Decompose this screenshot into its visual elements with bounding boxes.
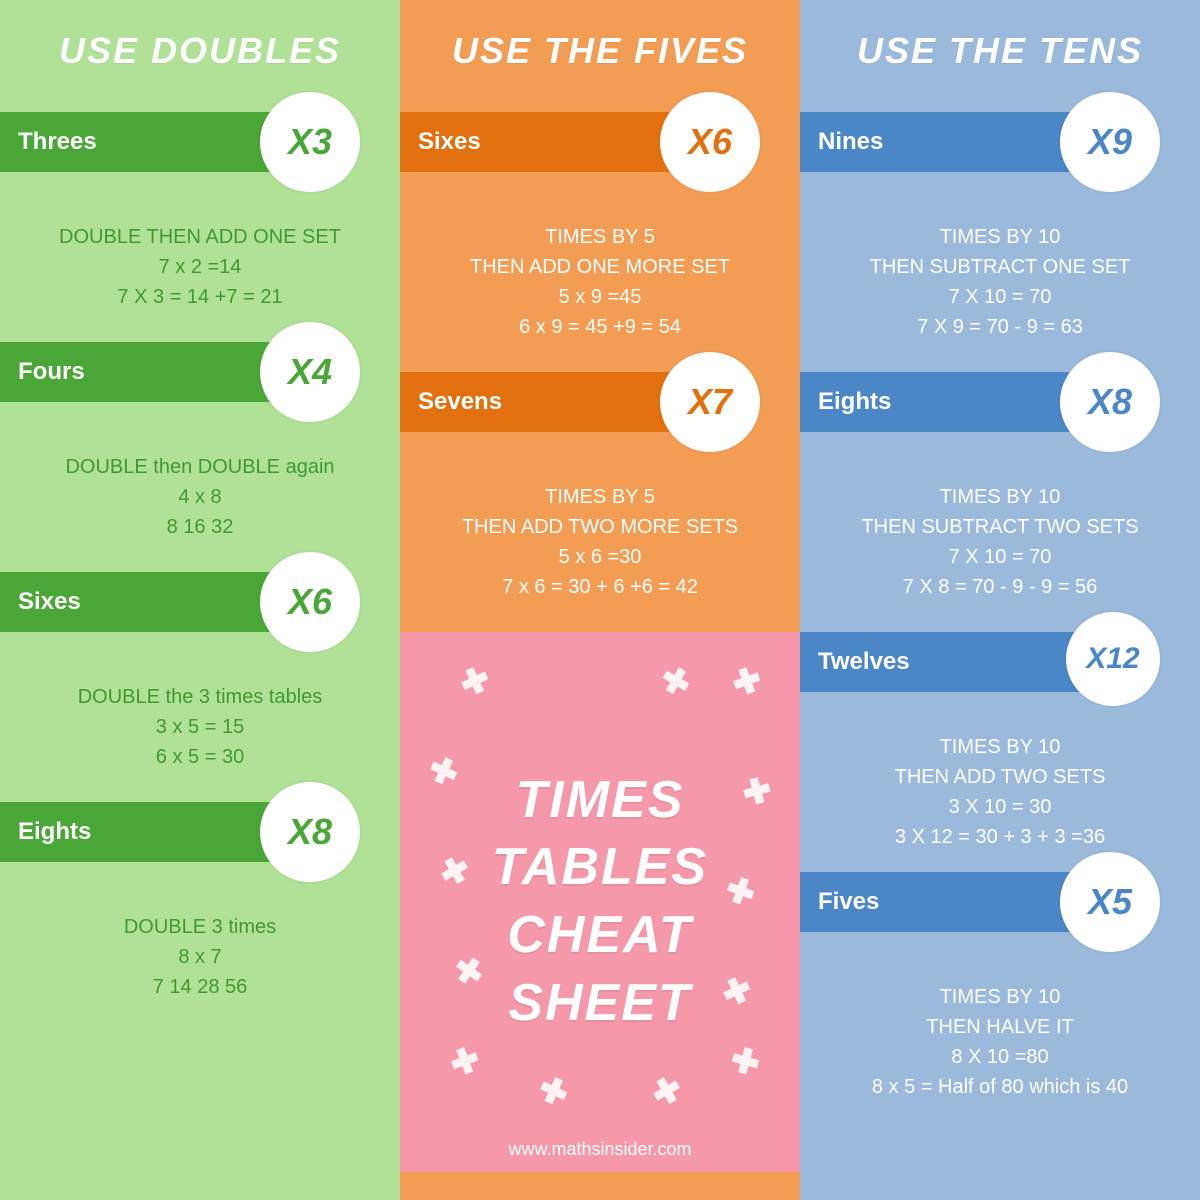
section-label: Fives — [818, 888, 879, 916]
doodle-icon: ✖ — [534, 1068, 574, 1115]
multiplier-badge: X3 — [260, 92, 360, 192]
section-body: TIMES BY 5 THEN ADD TWO MORE SETS 5 x 6 … — [400, 432, 800, 632]
column-fives: USE THE FIVES Sixes X6 TIMES BY 5 THEN A… — [400, 0, 800, 1200]
doodle-icon: ✖ — [452, 950, 487, 994]
section-eights-10: Eights X8 TIMES BY 10 THEN SUBTRACT TWO … — [800, 372, 1200, 632]
section-bar: Sevens — [400, 372, 680, 432]
doodle-icon: ✖ — [716, 968, 756, 1015]
section-body: DOUBLE the 3 times tables 3 x 5 = 15 6 x… — [0, 632, 400, 802]
section-label: Nines — [818, 128, 883, 156]
section-bar: Sixes — [400, 112, 680, 172]
column-title: USE DOUBLES — [0, 30, 400, 72]
section-bar: Eights — [0, 802, 280, 862]
section-sixes-5: Sixes X6 TIMES BY 5 THEN ADD ONE MORE SE… — [400, 112, 800, 372]
section-label: Threes — [18, 128, 97, 156]
doodle-icon: ✖ — [657, 659, 695, 705]
column-tens: USE THE TENS Nines X9 TIMES BY 10 THEN S… — [800, 0, 1200, 1200]
section-label: Sixes — [418, 128, 481, 156]
section-label: Twelves — [818, 648, 910, 676]
title-card: ✖ ✖ ✖ ✖ ✖ ✖ ✖ ✖ ✖ ✖ ✖ ✖ ✖ TIMES TABLES C… — [400, 632, 800, 1172]
doodle-icon: ✖ — [424, 748, 464, 795]
section-twelves: Twelves X12 TIMES BY 10 THEN ADD TWO SET… — [800, 632, 1200, 872]
section-body: TIMES BY 10 THEN SUBTRACT TWO SETS 7 X 1… — [800, 432, 1200, 632]
section-body: TIMES BY 10 THEN HALVE IT 8 X 10 =80 8 x… — [800, 932, 1200, 1132]
section-bar: Eights — [800, 372, 1080, 432]
column-title: USE THE TENS — [800, 30, 1200, 72]
section-body: DOUBLE 3 times 8 x 7 7 14 28 56 — [0, 862, 400, 1032]
section-eights: Eights X8 DOUBLE 3 times 8 x 7 7 14 28 5… — [0, 802, 400, 1032]
section-body: TIMES BY 10 THEN ADD TWO SETS 3 X 10 = 3… — [800, 692, 1200, 872]
section-label: Eights — [818, 388, 891, 416]
section-bar: Fives — [800, 872, 1080, 932]
multiplier-badge: X12 — [1066, 612, 1160, 706]
section-body: DOUBLE THEN ADD ONE SET 7 x 2 =14 7 X 3 … — [0, 172, 400, 342]
column-title: USE THE FIVES — [400, 30, 800, 72]
doodle-icon: ✖ — [435, 849, 473, 895]
multiplier-badge: X4 — [260, 322, 360, 422]
doodle-icon: ✖ — [719, 868, 762, 916]
doodle-icon: ✖ — [723, 1038, 768, 1087]
source-url: www.mathsinsider.com — [508, 1139, 691, 1160]
section-bar: Fours — [0, 342, 280, 402]
doodle-icon: ✖ — [733, 768, 778, 817]
section-label: Fours — [18, 358, 85, 386]
section-bar: Nines — [800, 112, 1080, 172]
section-body: TIMES BY 10 THEN SUBTRACT ONE SET 7 X 10… — [800, 172, 1200, 372]
section-body: DOUBLE then DOUBLE again 4 x 8 8 16 32 — [0, 402, 400, 572]
multiplier-badge: X7 — [660, 352, 760, 452]
section-label: Sevens — [418, 388, 502, 416]
section-sixes: Sixes X6 DOUBLE the 3 times tables 3 x 5… — [0, 572, 400, 802]
multiplier-badge: X8 — [260, 782, 360, 882]
section-nines: Nines X9 TIMES BY 10 THEN SUBTRACT ONE S… — [800, 112, 1200, 372]
section-fours: Fours X4 DOUBLE then DOUBLE again 4 x 8 … — [0, 342, 400, 572]
column-doubles: USE DOUBLES Threes X3 DOUBLE THEN ADD ON… — [0, 0, 400, 1200]
multiplier-badge: X5 — [1060, 852, 1160, 952]
doodle-icon: ✖ — [647, 1069, 685, 1115]
infographic-title: TIMES TABLES CHEAT SHEET — [492, 767, 708, 1037]
multiplier-badge: X8 — [1060, 352, 1160, 452]
section-label: Eights — [18, 818, 91, 846]
section-threes: Threes X3 DOUBLE THEN ADD ONE SET 7 x 2 … — [0, 112, 400, 342]
multiplier-badge: X9 — [1060, 92, 1160, 192]
section-sevens: Sevens X7 TIMES BY 5 THEN ADD TWO MORE S… — [400, 372, 800, 632]
doodle-icon: ✖ — [454, 658, 494, 705]
doodle-icon: ✖ — [443, 1038, 486, 1086]
doodle-icon: ✖ — [724, 658, 767, 706]
section-bar: Threes — [0, 112, 280, 172]
section-bar: Sixes — [0, 572, 280, 632]
section-bar: Twelves — [800, 632, 1080, 692]
multiplier-badge: X6 — [260, 552, 360, 652]
section-fives-10: Fives X5 TIMES BY 10 THEN HALVE IT 8 X 1… — [800, 872, 1200, 1132]
multiplier-badge: X6 — [660, 92, 760, 192]
section-label: Sixes — [18, 588, 81, 616]
section-body: TIMES BY 5 THEN ADD ONE MORE SET 5 x 9 =… — [400, 172, 800, 372]
